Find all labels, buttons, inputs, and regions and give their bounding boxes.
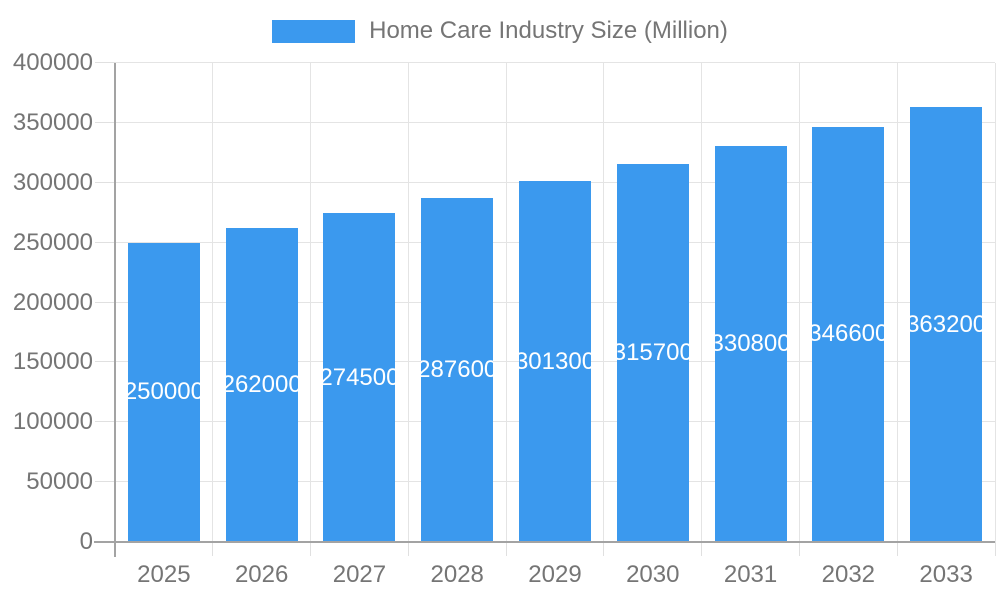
- x-axis-tick: [701, 542, 703, 556]
- y-axis-label: 250000: [12, 228, 93, 256]
- bar-value-label: 262000: [225, 371, 298, 399]
- gridline-vertical: [603, 63, 605, 542]
- bar-value-label: 301300: [519, 347, 591, 375]
- x-axis-tick: [798, 542, 800, 556]
- x-axis-tick: [505, 542, 507, 556]
- y-axis-label: 300000: [12, 168, 93, 196]
- bar-value-label: 330800: [714, 329, 787, 357]
- x-axis-tick: [994, 542, 996, 556]
- y-axis-label: 150000: [12, 348, 93, 376]
- x-axis-label-2030: 2030: [626, 561, 680, 588]
- bar-2027[interactable]: 274500: [323, 213, 396, 542]
- gridline-vertical: [407, 63, 409, 542]
- bar-2026[interactable]: 262000: [225, 228, 298, 542]
- y-axis-label: 400000: [12, 49, 93, 76]
- y-axis-tick: [95, 121, 115, 123]
- chart-legend: Home Care Industry Size (Million): [0, 17, 1000, 45]
- bar-2029[interactable]: 301300: [519, 181, 591, 542]
- gridline-vertical: [310, 63, 312, 542]
- x-axis-label-2032: 2032: [821, 561, 876, 588]
- gridline-vertical: [896, 63, 898, 542]
- gridline-horizontal: [115, 62, 995, 63]
- y-axis-tick: [95, 421, 115, 423]
- y-axis-tick: [95, 361, 115, 363]
- gridline-vertical: [701, 63, 703, 542]
- y-axis-label: 200000: [12, 288, 93, 316]
- x-axis-label-2025: 2025: [137, 561, 191, 588]
- bar-2032[interactable]: 346600: [812, 126, 885, 542]
- y-axis-label: 50000: [26, 468, 93, 496]
- y-axis-tick: [95, 481, 115, 483]
- x-axis-label-2028: 2028: [430, 561, 484, 588]
- y-axis-tick: [95, 181, 115, 183]
- bar-2025[interactable]: 250000: [127, 242, 200, 542]
- x-axis-tick: [407, 542, 409, 556]
- gridline-horizontal: [115, 121, 995, 123]
- legend-swatch-icon: [272, 19, 356, 43]
- bar-value-label: 250000: [127, 378, 200, 406]
- bar-value-label: 274500: [323, 363, 396, 391]
- x-axis-tick: [310, 542, 312, 556]
- y-axis-tick: [95, 241, 115, 243]
- legend-label: Home Care Industry Size (Million): [369, 17, 728, 44]
- y-axis-label: 350000: [12, 108, 93, 136]
- x-axis-label-2031: 2031: [723, 561, 778, 588]
- x-axis-label-2029: 2029: [528, 561, 582, 588]
- x-axis-line: [94, 541, 995, 543]
- bar-2031[interactable]: 330800: [714, 145, 787, 542]
- gridline-vertical: [505, 63, 507, 542]
- x-axis-label-2033: 2033: [919, 561, 973, 588]
- x-axis-label-2027: 2027: [332, 561, 387, 588]
- bar-value-label: 346600: [812, 320, 885, 348]
- gridline-vertical: [798, 63, 800, 542]
- y-axis-label: 100000: [12, 408, 93, 436]
- bar-value-label: 287600: [421, 355, 494, 383]
- bar-value-label: 315700: [616, 338, 689, 366]
- y-axis-tick: [95, 62, 115, 63]
- y-axis-label: 0: [79, 528, 93, 555]
- bar-value-label: 363200: [910, 310, 983, 338]
- x-axis-tick: [603, 542, 605, 556]
- bar-2033[interactable]: 363200: [910, 107, 983, 542]
- x-axis-label-2026: 2026: [234, 561, 289, 588]
- x-axis-tick: [896, 542, 898, 556]
- bar-2030[interactable]: 315700: [616, 163, 689, 542]
- bar-2028[interactable]: 287600: [421, 197, 494, 542]
- gridline-vertical: [212, 63, 214, 542]
- gridline-vertical: [994, 63, 996, 542]
- legend-item-home-care[interactable]: Home Care Industry Size (Million): [272, 17, 728, 45]
- x-axis-tick: [212, 542, 214, 556]
- y-axis-line: [114, 63, 116, 557]
- y-axis-tick: [95, 301, 115, 303]
